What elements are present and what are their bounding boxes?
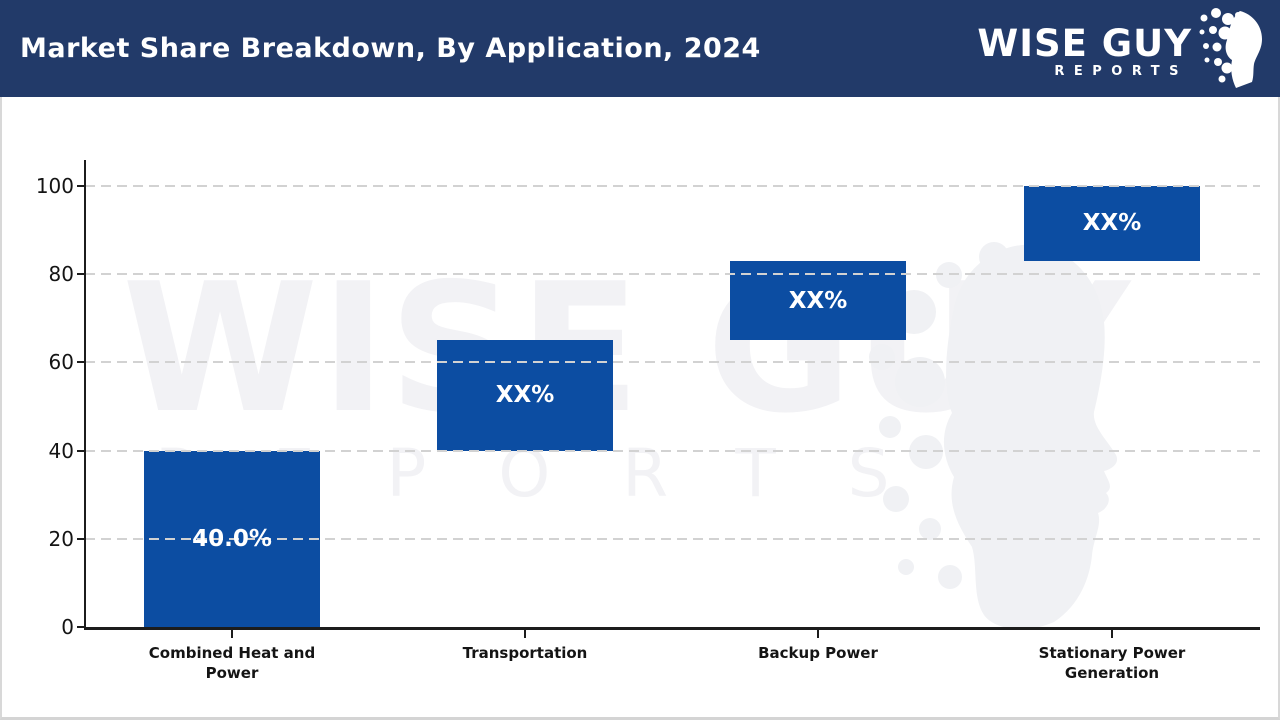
- logo-face-icon: [1199, 8, 1262, 88]
- bar-value-label: 40.0%: [192, 525, 272, 552]
- y-tick-label: 20: [48, 526, 74, 551]
- gridline: [85, 361, 1260, 364]
- y-tick: [77, 537, 85, 540]
- logo-subtext: REPORTS: [1054, 64, 1188, 79]
- gridline: [85, 185, 1260, 187]
- y-tick-label: 40: [48, 438, 74, 463]
- y-tick-label: 80: [48, 262, 74, 287]
- page-title: Market Share Breakdown, By Application, …: [20, 33, 761, 64]
- y-tick: [77, 626, 85, 628]
- x-category-label: Transportation: [462, 644, 588, 662]
- y-tick: [77, 449, 85, 452]
- gridline: [85, 273, 1260, 276]
- header: Market Share Breakdown, By Application, …: [0, 0, 1280, 97]
- y-tick-label: 60: [48, 350, 74, 375]
- bar: [437, 340, 613, 451]
- x-axis-line: [84, 627, 1260, 630]
- chart-panel: WISE GUY REPORTS 40.0% XX% XX% XX% 0 20 40 60 80…: [0, 97, 1280, 720]
- y-tick-label: 100: [35, 174, 74, 198]
- y-tick: [77, 273, 85, 276]
- x-tick: [524, 630, 526, 638]
- bar-value-label: XX%: [1082, 210, 1142, 237]
- plot-area: 40.0% XX% XX% XX% 0 20 40 60 80 100 Combined Heat …: [2, 97, 1280, 717]
- x-category-label: Stationary Power Generation: [1038, 644, 1186, 682]
- x-category-label: Backup Power: [758, 644, 878, 662]
- y-tick: [77, 185, 85, 187]
- x-tick: [817, 630, 819, 638]
- wise-guy-logo: WISE GUY REPORTS: [977, 0, 1270, 97]
- bar-value-label: XX%: [788, 287, 848, 314]
- x-tick: [231, 630, 233, 638]
- watermark-face-icon: [869, 242, 1118, 630]
- bar-value-label: XX%: [495, 382, 555, 409]
- x-tick: [1111, 630, 1113, 638]
- y-tick-label: 0: [61, 615, 74, 639]
- x-category-label: Combined Heat and Power: [148, 644, 316, 682]
- gridline: [85, 537, 1260, 540]
- y-tick: [77, 361, 85, 364]
- logo-wordmark: WISE GUY: [977, 22, 1192, 65]
- gridline: [85, 449, 1260, 452]
- bar: [1024, 186, 1200, 261]
- y-axis-line: [84, 160, 86, 627]
